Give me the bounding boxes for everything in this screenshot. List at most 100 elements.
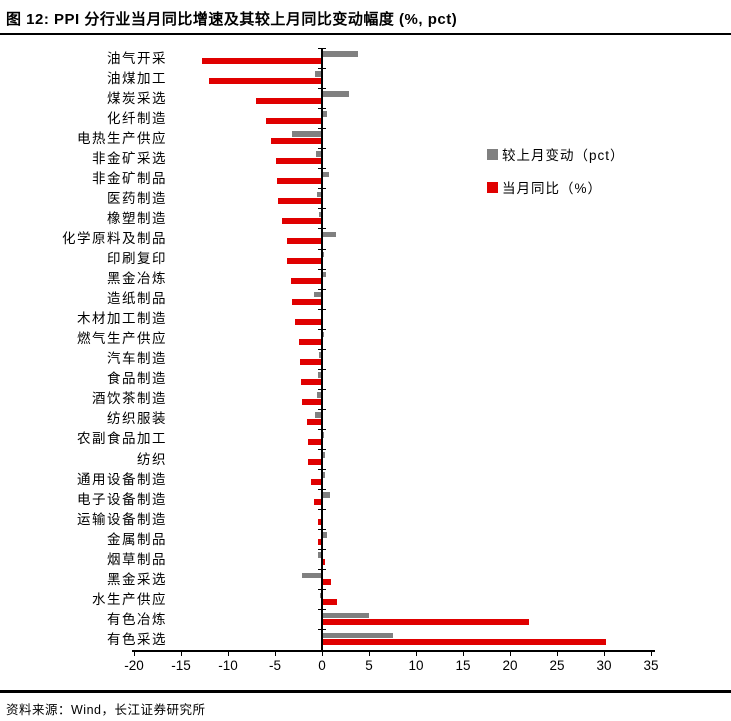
bar-yoy: [275, 158, 322, 165]
bar-yoy: [322, 639, 606, 646]
category-tick: [318, 629, 326, 631]
bar-mom-change: [322, 492, 330, 498]
bar-mom-change: [291, 131, 322, 137]
category-label: 食品制造: [107, 371, 167, 387]
footer-divider: [0, 690, 731, 693]
category-tick: [318, 48, 326, 49]
category-label: 纺织服装: [107, 411, 167, 427]
x-axis-tick: [228, 650, 229, 656]
source-note: 资料来源：Wind，长江证券研究所: [6, 703, 206, 717]
bar-yoy: [318, 519, 322, 526]
category-tick: [318, 428, 326, 430]
category-label: 通用设备制造: [77, 471, 167, 487]
x-axis-line: [132, 650, 655, 652]
bar-yoy: [298, 338, 322, 345]
category-label: 非金矿制品: [92, 170, 167, 186]
bar-yoy: [318, 539, 322, 546]
bar-yoy: [256, 98, 322, 104]
x-axis-tick: [604, 650, 605, 656]
category-label: 纺织: [137, 451, 167, 467]
bar-yoy: [322, 599, 338, 606]
bar-yoy: [322, 619, 529, 626]
category-tick: [318, 469, 326, 471]
bar-yoy: [307, 438, 322, 445]
x-tick-label: 10: [408, 658, 424, 673]
category-label: 橡塑制造: [107, 210, 167, 226]
x-axis-tick: [463, 650, 464, 656]
category-label: 化纤制造: [107, 110, 167, 126]
bar-mom-change: [320, 592, 322, 599]
category-tick: [318, 449, 326, 450]
bar-yoy: [294, 318, 322, 325]
category-label: 油气开采: [107, 50, 167, 66]
legend-swatch-gray: [487, 148, 498, 160]
bar-yoy: [281, 218, 322, 225]
bar-mom-change: [322, 432, 324, 438]
legend-swatch-red: [487, 181, 498, 193]
category-tick: [318, 509, 326, 511]
bar-mom-change: [322, 532, 327, 538]
x-axis-tick: [369, 650, 370, 656]
figure-title: 图 12: PPI 分行业当月同比增速及其较上月同比变动幅度 (%, pct): [6, 11, 458, 28]
category-label: 煤炭采选: [107, 90, 167, 106]
legend-label-mom-change: 较上月变动（pct）: [502, 148, 625, 163]
bar-yoy: [201, 57, 322, 64]
x-tick-label: 30: [596, 658, 612, 673]
bar-mom-change: [316, 151, 322, 158]
bar-yoy: [306, 418, 322, 425]
category-tick: [318, 368, 326, 370]
bar-yoy: [291, 298, 322, 305]
category-label: 黑金采选: [107, 571, 167, 587]
bar-mom-change: [322, 51, 358, 57]
category-label: 黑金冶炼: [107, 271, 167, 287]
bar-yoy: [322, 559, 325, 566]
category-tick: [318, 68, 326, 70]
category-tick: [318, 108, 326, 110]
category-label: 油煤加工: [107, 70, 167, 86]
category-tick: [318, 569, 326, 571]
x-tick-label: 5: [365, 658, 373, 673]
category-label: 有色采选: [107, 631, 167, 647]
bar-yoy: [277, 198, 322, 205]
x-tick-label: -20: [124, 658, 144, 673]
bar-yoy: [310, 478, 322, 485]
bar-yoy: [287, 238, 322, 245]
x-tick-label: -15: [171, 658, 191, 673]
title-divider: [0, 33, 731, 35]
bar-mom-change: [322, 171, 329, 178]
x-axis-tick: [181, 650, 182, 656]
category-tick: [318, 288, 326, 290]
category-tick: [318, 248, 326, 250]
bar-mom-change: [319, 351, 322, 358]
category-tick: [318, 188, 326, 190]
bar-yoy: [271, 138, 322, 145]
bar-mom-change: [319, 211, 322, 218]
category-tick: [318, 88, 326, 90]
category-tick: [318, 489, 326, 491]
category-tick: [318, 529, 326, 531]
bar-mom-change: [322, 472, 325, 478]
category-label: 造纸制品: [107, 291, 167, 307]
category-label: 有色冶炼: [107, 611, 167, 627]
bar-yoy: [307, 458, 322, 465]
category-tick: [318, 348, 326, 350]
x-axis-tick: [651, 650, 652, 656]
bar-yoy: [302, 398, 322, 405]
category-tick: [318, 609, 326, 611]
x-tick-label: 15: [455, 658, 471, 673]
bar-mom-change: [322, 612, 369, 619]
x-tick-label: 0: [318, 658, 326, 673]
category-label: 燃气生产供应: [77, 331, 167, 347]
bar-mom-change: [322, 632, 394, 639]
category-tick: [318, 128, 326, 130]
category-tick: [318, 268, 326, 270]
category-tick: [318, 328, 326, 330]
category-tick: [318, 168, 326, 170]
x-axis-tick: [510, 650, 511, 656]
category-label: 电热生产供应: [77, 130, 167, 146]
category-label: 木材加工制造: [77, 311, 167, 327]
bar-yoy: [322, 579, 332, 586]
bar-yoy: [300, 358, 322, 365]
bar-mom-change: [313, 291, 322, 298]
category-label: 水生产供应: [92, 591, 167, 607]
